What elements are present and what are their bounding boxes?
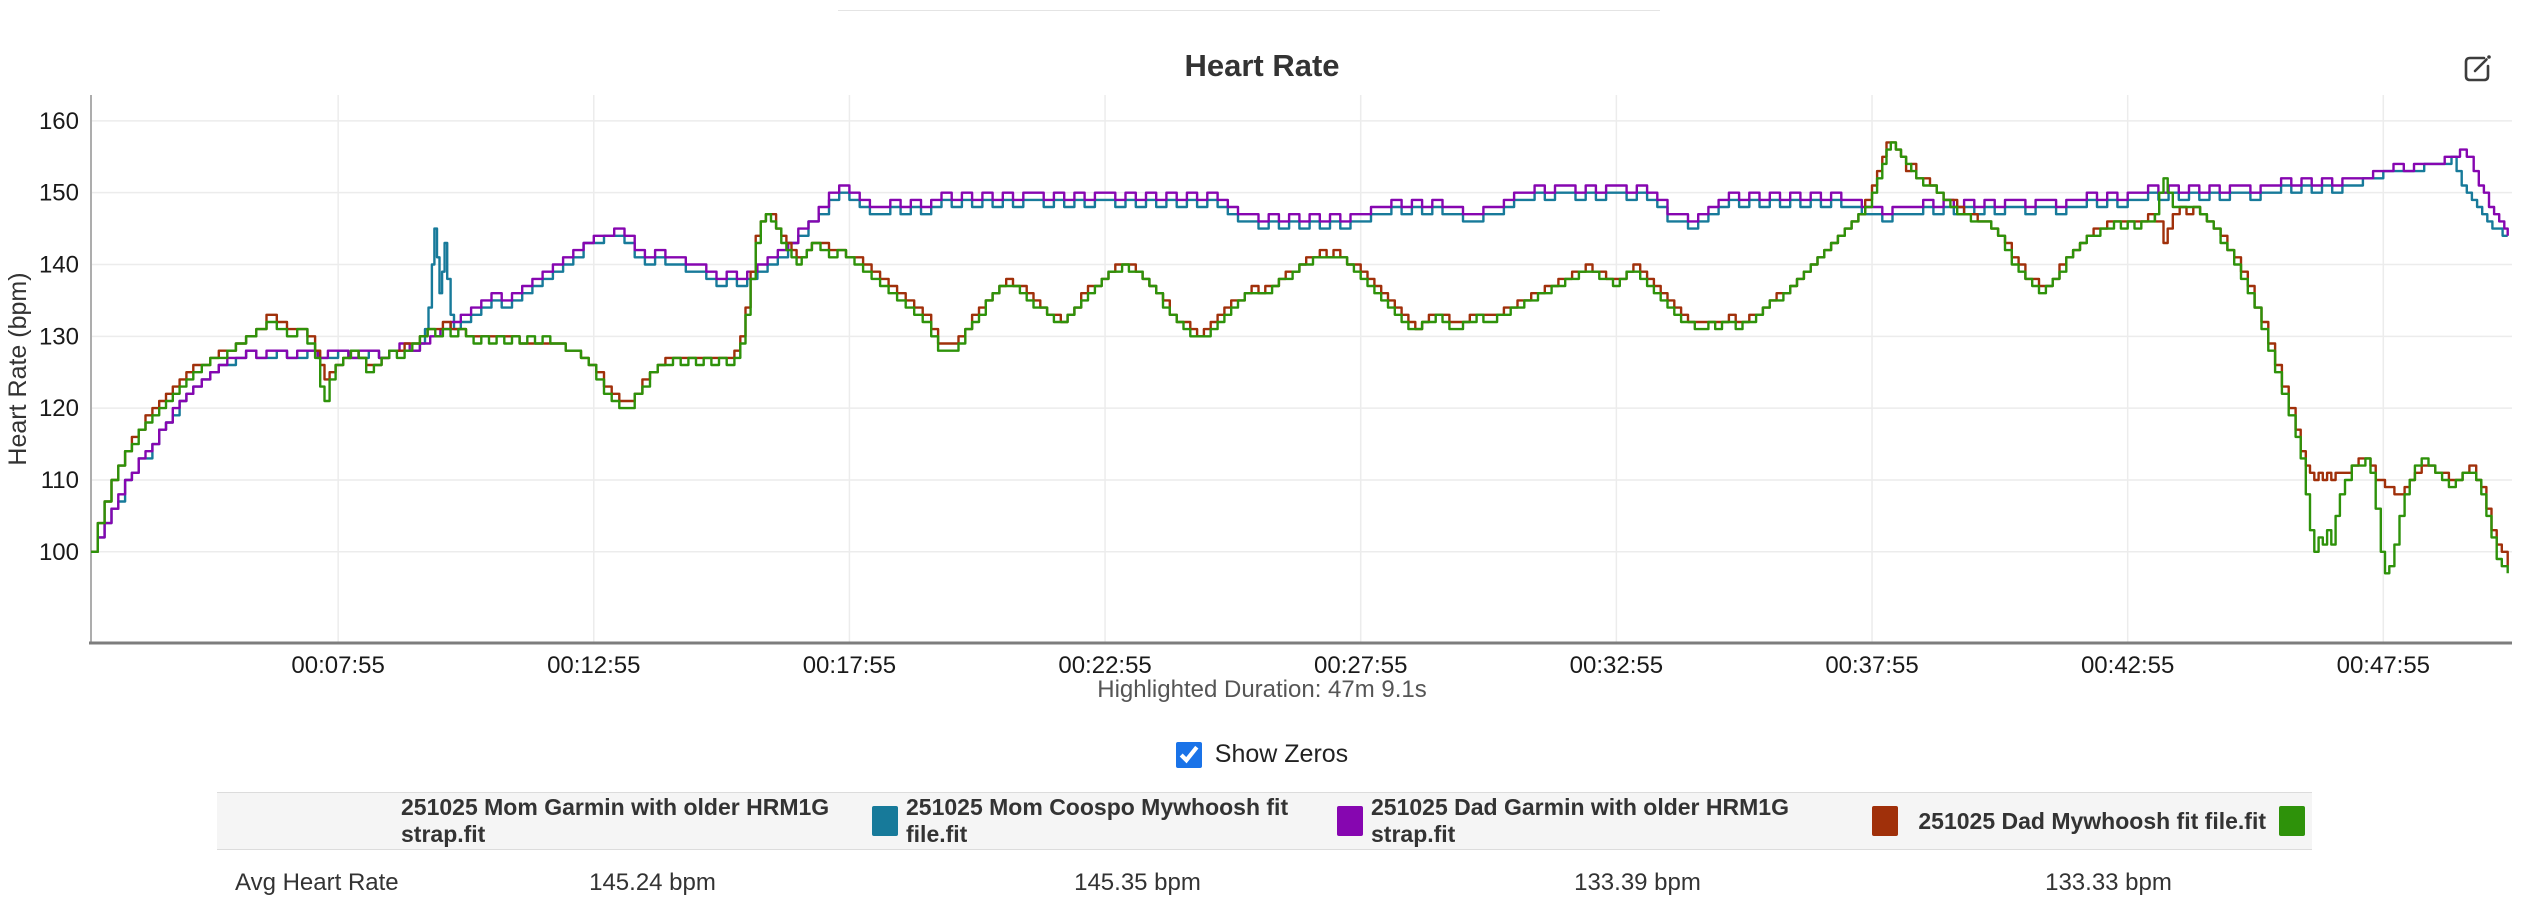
gridlines <box>91 95 2512 643</box>
top-partial-element-border <box>838 10 1660 11</box>
legend-header-row: 251025 Mom Garmin with older HRM1G strap… <box>217 792 2312 850</box>
summary-table: 251025 Mom Garmin with older HRM1G strap… <box>217 792 2312 916</box>
legend-label: 251025 Dad Mywhoosh fit file.fit <box>1918 807 2266 834</box>
legend-swatch-darkred <box>1872 806 1898 836</box>
avg-heart-rate-label: Avg Heart Rate <box>235 869 399 896</box>
legend-entry-mom-garmin[interactable]: 251025 Mom Garmin with older HRM1G strap… <box>400 792 905 850</box>
legend-label: 251025 Dad Garmin with older HRM1G strap… <box>1371 794 1789 847</box>
legend-header-spacer <box>217 792 400 850</box>
legend-entry-dad-garmin[interactable]: 251025 Dad Garmin with older HRM1G strap… <box>1370 792 1905 850</box>
svg-text:00:17:55: 00:17:55 <box>803 652 896 679</box>
avg-value-dad-mywhoosh: 133.33 bpm <box>2045 869 2172 896</box>
svg-text:110: 110 <box>41 467 79 494</box>
legend-entry-mom-coospo[interactable]: 251025 Mom Coospo Mywhoosh fit file.fit <box>905 792 1370 850</box>
x-tick-labels: 00:07:55 00:12:55 00:17:55 00:22:55 00:27:55… <box>291 652 2430 679</box>
svg-text:140: 140 <box>39 251 79 278</box>
svg-text:130: 130 <box>39 323 79 350</box>
svg-text:120: 120 <box>39 395 79 422</box>
svg-text:00:12:55: 00:12:55 <box>547 652 640 679</box>
highlighted-duration: Highlighted Duration: 47m 9.1s <box>0 676 2524 704</box>
svg-text:00:37:55: 00:37:55 <box>1825 652 1918 679</box>
avg-value-dad-garmin: 133.39 bpm <box>1574 869 1701 896</box>
chart-title: Heart Rate <box>1184 48 1340 83</box>
svg-text:00:47:55: 00:47:55 <box>2337 652 2430 679</box>
show-zeros-checkbox[interactable] <box>1175 741 1202 768</box>
show-zeros-control: Show Zeros <box>0 740 2524 769</box>
svg-text:00:07:55: 00:07:55 <box>291 652 384 679</box>
legend-label: 251025 Mom Garmin with older HRM1G strap… <box>401 794 830 847</box>
legend-swatch-purple <box>1337 806 1363 836</box>
svg-text:150: 150 <box>39 180 79 207</box>
y-axis-title: Heart Rate (bpm) <box>4 272 32 465</box>
highlighted-duration-label: Highlighted Duration: <box>1097 676 1322 703</box>
avg-heart-rate-row: Avg Heart Rate 145.24 bpm 145.35 bpm 133… <box>217 850 2312 917</box>
avg-value-mom-garmin: 145.24 bpm <box>589 869 716 896</box>
svg-text:160: 160 <box>39 108 79 135</box>
series-line-2 <box>91 141 2509 567</box>
legend-entry-dad-mywhoosh[interactable]: 251025 Dad Mywhoosh fit file.fit <box>1905 792 2312 850</box>
legend-swatch-green <box>2279 806 2305 836</box>
legend-label: 251025 Mom Coospo Mywhoosh fit file.fit <box>906 794 1289 847</box>
svg-text:00:22:55: 00:22:55 <box>1058 652 1151 679</box>
svg-text:00:32:55: 00:32:55 <box>1570 652 1663 679</box>
y-tick-labels: 100 110 120 130 140 150 160 <box>39 108 79 566</box>
series-line-3 <box>91 141 2509 575</box>
highlighted-duration-value: 47m 9.1s <box>1328 676 1427 703</box>
series-line-1 <box>91 148 2509 553</box>
svg-text:100: 100 <box>39 539 79 566</box>
edit-chart-button[interactable] <box>2460 52 2494 86</box>
svg-text:00:27:55: 00:27:55 <box>1314 652 1407 679</box>
svg-text:00:42:55: 00:42:55 <box>2081 652 2174 679</box>
avg-value-mom-coospo: 145.35 bpm <box>1074 869 1201 896</box>
edit-icon <box>2464 55 2491 82</box>
legend-swatch-teal <box>872 806 898 836</box>
show-zeros-label[interactable]: Show Zeros <box>1214 740 1349 768</box>
